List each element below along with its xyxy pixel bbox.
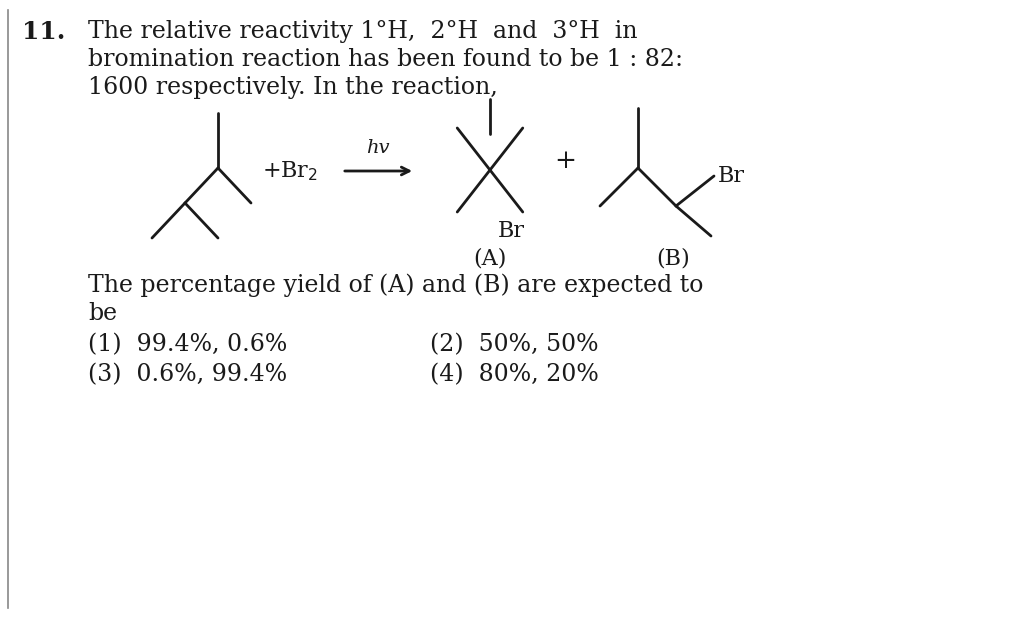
- Text: (2)  50%, 50%: (2) 50%, 50%: [430, 333, 598, 356]
- Text: (1)  99.4%, 0.6%: (1) 99.4%, 0.6%: [88, 333, 288, 356]
- Text: +: +: [554, 148, 575, 172]
- Text: be: be: [88, 302, 117, 325]
- Text: 1600 respectively. In the reaction,: 1600 respectively. In the reaction,: [88, 76, 498, 99]
- Text: The relative reactivity 1°H,  2°H  and  3°H  in: The relative reactivity 1°H, 2°H and 3°H…: [88, 20, 638, 43]
- Text: 11.: 11.: [22, 20, 66, 44]
- Text: (3)  0.6%, 99.4%: (3) 0.6%, 99.4%: [88, 363, 287, 386]
- Text: Br: Br: [498, 220, 525, 242]
- Text: +Br$_2$: +Br$_2$: [262, 159, 318, 183]
- Text: (4)  80%, 20%: (4) 80%, 20%: [430, 363, 599, 386]
- Text: (B): (B): [656, 248, 690, 270]
- Text: The percentage yield of (A) and (B) are expected to: The percentage yield of (A) and (B) are …: [88, 273, 703, 297]
- Text: Br: Br: [718, 165, 745, 187]
- Text: (A): (A): [473, 248, 507, 270]
- Text: hv: hv: [367, 139, 390, 157]
- Text: bromination reaction has been found to be 1 : 82:: bromination reaction has been found to b…: [88, 48, 683, 71]
